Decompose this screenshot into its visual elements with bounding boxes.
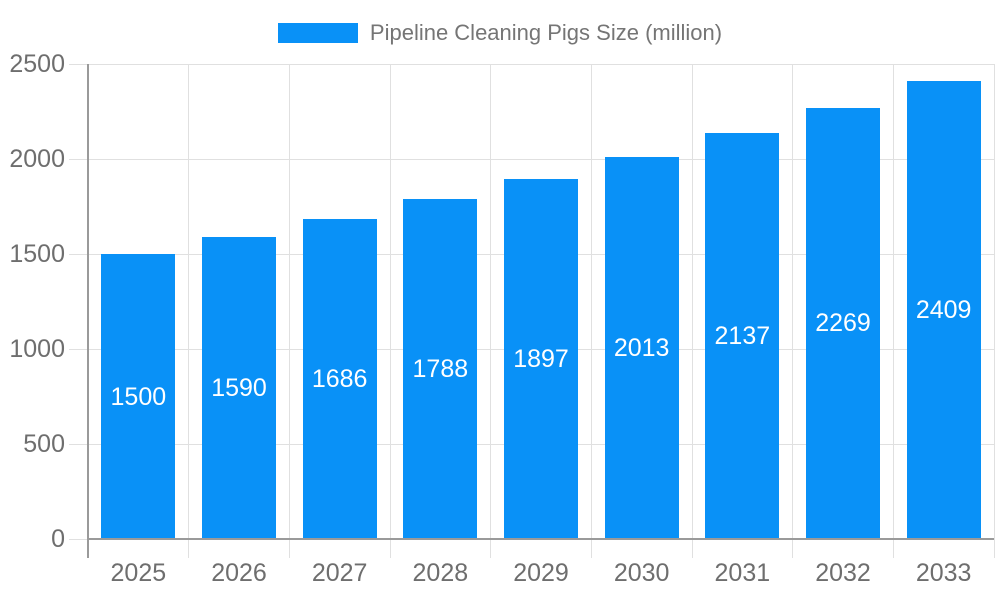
x-tick-label-2030: 2030 [613, 559, 670, 587]
bar-value-label: 2137 [714, 321, 771, 350]
bar-value-label: 2013 [613, 333, 670, 362]
x-gridline [490, 64, 492, 558]
y-tick-label: 500 [23, 430, 65, 458]
bar-2026: 1590 [202, 236, 276, 539]
x-axis-line [88, 538, 994, 540]
bar-2029: 1897 [504, 178, 578, 539]
x-tick-label-2027: 2027 [311, 559, 368, 587]
bar-2033: 2409 [906, 81, 981, 539]
x-tick-label-2031: 2031 [714, 559, 771, 587]
bar-2025: 1500 [101, 254, 176, 539]
bar-2028: 1788 [403, 199, 478, 539]
legend-label: Pipeline Cleaning Pigs Size (million) [369, 20, 723, 45]
bar-2032: 2269 [806, 107, 880, 539]
bar-2030: 2013 [604, 156, 679, 539]
bar-value-label: 1590 [211, 373, 267, 402]
legend-swatch [277, 23, 358, 43]
x-gridline [288, 64, 290, 558]
x-gridline [892, 64, 894, 558]
y-tick-label: 0 [51, 525, 65, 553]
x-tick-label-2025: 2025 [110, 559, 167, 587]
x-tick-label-2026: 2026 [211, 559, 267, 587]
x-tick-label-2029: 2029 [513, 559, 569, 587]
bar-2027: 1686 [302, 218, 377, 539]
x-tick-label-2033: 2033 [915, 559, 972, 587]
y-gridline [69, 158, 994, 160]
bar-value-label: 2269 [815, 309, 871, 338]
x-gridline [389, 64, 391, 558]
bar-value-label: 1500 [110, 382, 167, 411]
y-tick-label: 2000 [9, 145, 65, 173]
x-gridline [993, 64, 995, 558]
legend-item[interactable]: Pipeline Cleaning Pigs Size (million) [0, 20, 1000, 46]
x-gridline [590, 64, 592, 558]
x-gridline [188, 64, 190, 558]
bar-value-label: 1686 [311, 364, 368, 393]
y-axis-line [87, 64, 89, 558]
bar-2031: 2137 [705, 132, 780, 539]
y-tick-label: 1500 [9, 240, 65, 268]
bar-value-label: 2409 [915, 296, 972, 325]
bar-value-label: 1788 [412, 355, 469, 384]
x-gridline [792, 64, 794, 558]
x-tick-label-2028: 2028 [412, 559, 469, 587]
y-gridline [69, 63, 994, 65]
y-tick-label: 2500 [9, 50, 65, 78]
bar-value-label: 1897 [513, 344, 569, 373]
y-tick-label: 1000 [9, 335, 65, 363]
x-gridline [691, 64, 693, 558]
x-tick-label-2032: 2032 [815, 559, 871, 587]
